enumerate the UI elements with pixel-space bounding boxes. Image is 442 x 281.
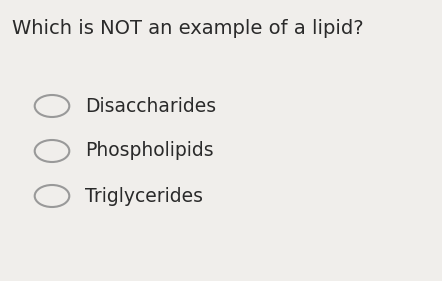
Text: Phospholipids: Phospholipids — [85, 142, 213, 160]
Ellipse shape — [35, 95, 69, 117]
Text: Which is NOT an example of a lipid?: Which is NOT an example of a lipid? — [12, 19, 364, 38]
Text: Triglycerides: Triglycerides — [85, 187, 203, 205]
Ellipse shape — [35, 140, 69, 162]
Ellipse shape — [35, 185, 69, 207]
Text: Disaccharides: Disaccharides — [85, 96, 216, 115]
